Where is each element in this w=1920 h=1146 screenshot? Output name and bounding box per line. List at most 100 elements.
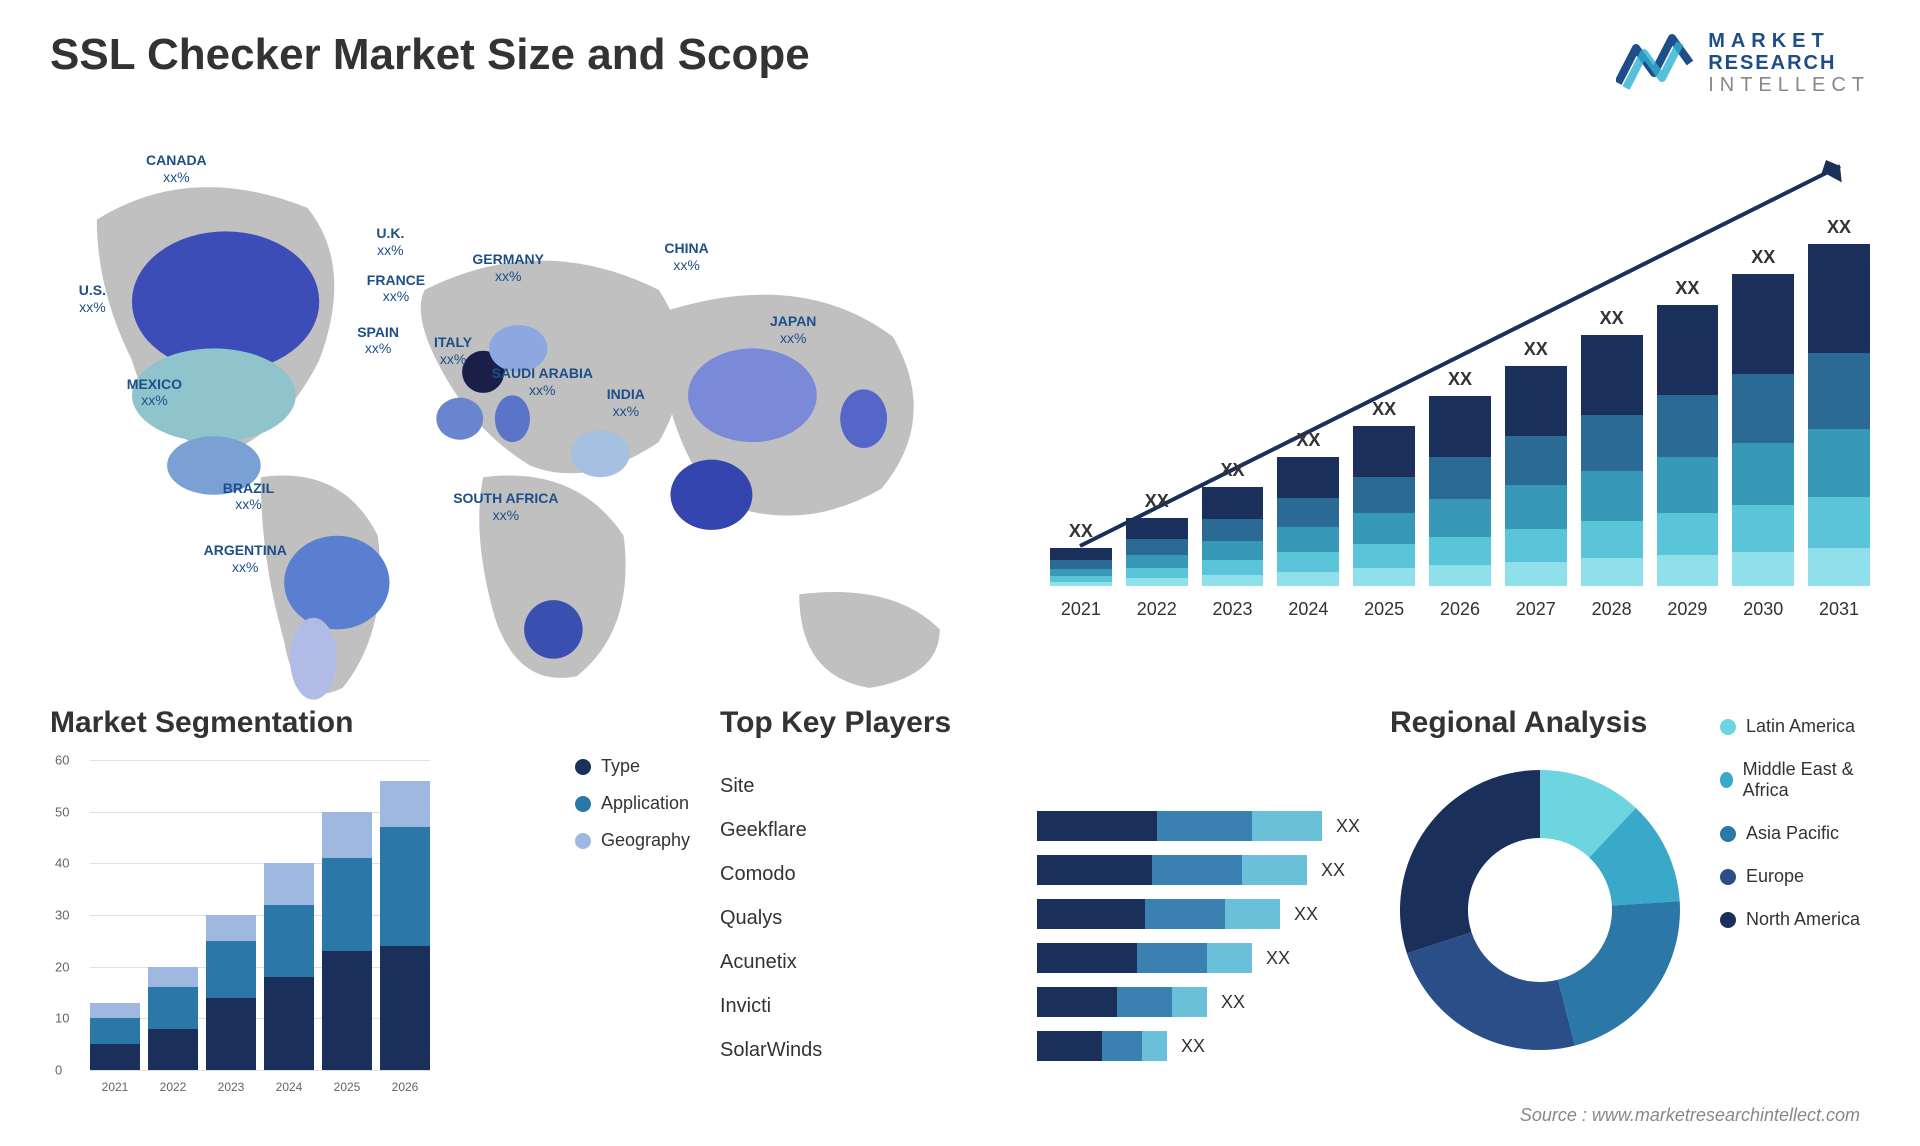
player-bar-segment [1037, 1031, 1102, 1061]
player-bar-row: XX [1037, 804, 1360, 848]
forecast-segment [1429, 396, 1491, 457]
map-highlight [840, 389, 887, 448]
player-name: Geekflare [720, 808, 867, 852]
forecast-x-label: 2027 [1505, 599, 1567, 620]
player-bar-row: XX [1037, 936, 1360, 980]
forecast-segment [1050, 582, 1112, 586]
forecast-segment [1732, 374, 1794, 443]
forecast-segment [1657, 513, 1719, 555]
seg-bar-2021: 2021 [90, 1003, 140, 1070]
forecast-segment [1581, 558, 1643, 586]
page-title: SSL Checker Market Size and Scope [50, 30, 810, 80]
seg-y-tick: 20 [55, 959, 69, 974]
legend-label: Middle East & Africa [1743, 759, 1870, 801]
forecast-value-label: XX [1429, 369, 1491, 390]
seg-bar-2024: 2024 [264, 863, 314, 1070]
seg-x-label: 2021 [90, 1080, 140, 1094]
legend-dot [575, 759, 591, 775]
legend-label: Geography [601, 830, 690, 851]
seg-y-tick: 30 [55, 908, 69, 923]
forecast-segment [1732, 274, 1794, 374]
forecast-value-label: XX [1657, 278, 1719, 299]
map-label-france: FRANCExx% [367, 272, 425, 306]
player-bar-segment [1117, 987, 1172, 1017]
forecast-segment [1581, 415, 1643, 470]
forecast-x-label: 2023 [1202, 599, 1264, 620]
player-name: Invicti [720, 984, 867, 1028]
seg-segment [206, 915, 256, 941]
legend-label: Europe [1746, 866, 1804, 887]
forecast-segment [1429, 499, 1491, 537]
seg-segment [90, 1018, 140, 1044]
map-label-uk: U.K.xx% [376, 225, 404, 259]
player-bar-segment [1225, 899, 1280, 929]
player-bar-segment [1252, 811, 1322, 841]
legend-label: Type [601, 756, 640, 777]
map-label-germany: GERMANYxx% [472, 251, 544, 285]
player-bar-segment [1037, 811, 1157, 841]
forecast-segment [1505, 485, 1567, 529]
map-label-india: INDIAxx% [607, 386, 645, 420]
forecast-x-label: 2029 [1657, 599, 1719, 620]
seg-gridline [90, 1070, 430, 1071]
seg-segment [322, 812, 372, 859]
regional-panel: Regional Analysis Latin AmericaMiddle Ea… [1390, 706, 1870, 1126]
seg-segment [148, 967, 198, 988]
player-value-label: XX [1336, 816, 1360, 837]
map-highlight [495, 395, 530, 442]
forecast-x-label: 2021 [1050, 599, 1112, 620]
forecast-value-label: XX [1126, 491, 1188, 512]
player-name: Acunetix [720, 940, 867, 984]
forecast-chart: XX2021XX2022XX2023XX2024XX2025XX2026XX20… [1050, 126, 1870, 646]
seg-x-label: 2023 [206, 1080, 256, 1094]
logo-icon [1616, 33, 1696, 93]
player-bar-segment [1207, 943, 1252, 973]
player-name: Qualys [720, 896, 867, 940]
forecast-segment [1429, 457, 1491, 499]
seg-segment [148, 987, 198, 1028]
forecast-segment [1657, 555, 1719, 586]
forecast-segment [1126, 568, 1188, 578]
forecast-segment [1126, 518, 1188, 540]
seg-segment [206, 941, 256, 998]
forecast-segment [1050, 560, 1112, 568]
forecast-segment [1808, 353, 1870, 428]
legend-dot [575, 796, 591, 812]
seg-legend-item: Type [575, 756, 690, 777]
player-bar-segment [1157, 811, 1252, 841]
player-bar-segment [1152, 855, 1242, 885]
forecast-segment [1505, 436, 1567, 484]
map-label-southafrica: SOUTH AFRICAxx% [453, 490, 558, 524]
player-bar [1037, 811, 1322, 841]
legend-dot [1720, 719, 1736, 735]
seg-segment [148, 1029, 198, 1070]
header: SSL Checker Market Size and Scope MARKET… [50, 30, 1870, 96]
forecast-segment [1353, 568, 1415, 586]
forecast-value-label: XX [1808, 217, 1870, 238]
map-label-italy: ITALYxx% [434, 334, 472, 368]
seg-bar-2026: 2026 [380, 781, 430, 1070]
legend-label: Application [601, 793, 689, 814]
player-value-label: XX [1221, 992, 1245, 1013]
forecast-bar-2026: XX2026 [1429, 369, 1491, 586]
seg-segment [90, 1044, 140, 1070]
forecast-segment [1657, 395, 1719, 457]
forecast-segment [1808, 244, 1870, 353]
seg-segment [380, 946, 430, 1070]
map-highlight [524, 600, 583, 659]
source-attribution: Source : www.marketresearchintellect.com [1520, 1105, 1860, 1126]
forecast-segment [1126, 555, 1188, 569]
player-bar-segment [1145, 899, 1225, 929]
forecast-segment [1505, 562, 1567, 586]
map-highlight [571, 430, 630, 477]
seg-bar-2023: 2023 [206, 915, 256, 1070]
forecast-bar-2023: XX2023 [1202, 460, 1264, 586]
forecast-bar-2029: XX2029 [1657, 278, 1719, 586]
map-label-canada: CANADAxx% [146, 152, 207, 186]
player-name: SolarWinds [720, 1028, 867, 1072]
seg-legend-item: Application [575, 793, 690, 814]
player-bar-segment [1037, 987, 1117, 1017]
seg-segment [322, 858, 372, 951]
regional-legend-item: Middle East & Africa [1720, 759, 1870, 801]
forecast-bar-2024: XX2024 [1277, 430, 1339, 586]
